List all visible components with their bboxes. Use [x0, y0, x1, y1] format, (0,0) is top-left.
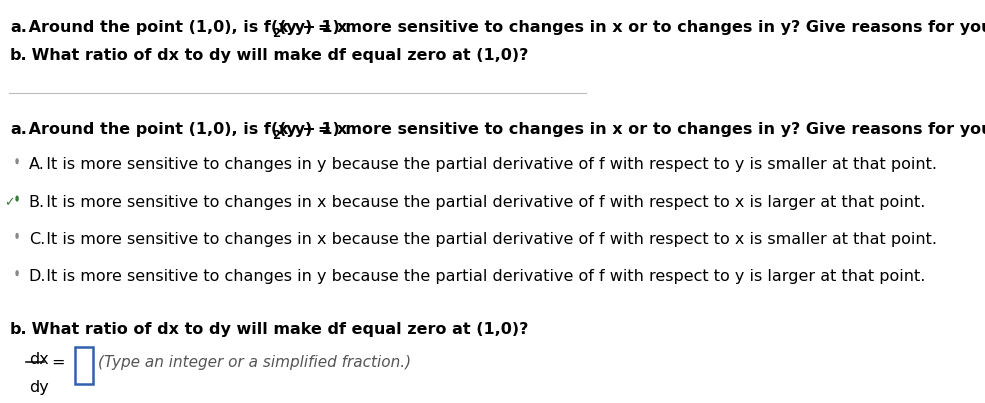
Text: b.: b.: [10, 48, 28, 63]
Text: B.: B.: [29, 195, 45, 210]
Text: C.: C.: [29, 232, 45, 247]
Text: ✓: ✓: [4, 197, 14, 210]
Text: Around the point (1,0), is f(x,y) = x: Around the point (1,0), is f(x,y) = x: [23, 20, 348, 35]
Text: (Type an integer or a simplified fraction.): (Type an integer or a simplified fractio…: [98, 355, 411, 370]
Text: dx: dx: [30, 352, 49, 367]
Text: (y + 1) more sensitive to changes in x or to changes in y? Give reasons for your: (y + 1) more sensitive to changes in x o…: [279, 20, 985, 35]
Text: It is more sensitive to changes in x because the partial derivative of f with re: It is more sensitive to changes in x bec…: [36, 232, 938, 247]
Text: D.: D.: [29, 269, 46, 284]
Text: It is more sensitive to changes in y because the partial derivative of f with re: It is more sensitive to changes in y bec…: [36, 269, 926, 284]
Text: A.: A.: [29, 157, 44, 172]
Text: =: =: [51, 355, 65, 370]
Text: 2: 2: [272, 129, 281, 141]
Text: What ratio of dx to dy will make df equal zero at (1,0)?: What ratio of dx to dy will make df equa…: [27, 322, 529, 337]
Text: dy: dy: [30, 380, 49, 395]
Text: It is more sensitive to changes in x because the partial derivative of f with re: It is more sensitive to changes in x bec…: [36, 195, 926, 210]
Text: a.: a.: [10, 20, 27, 35]
Text: What ratio of dx to dy will make df equal zero at (1,0)?: What ratio of dx to dy will make df equa…: [27, 48, 529, 63]
Text: b.: b.: [10, 322, 28, 337]
FancyBboxPatch shape: [75, 347, 94, 384]
Text: a.: a.: [10, 122, 27, 137]
Text: Around the point (1,0), is f(x,y) = x: Around the point (1,0), is f(x,y) = x: [23, 122, 348, 137]
Text: 2: 2: [272, 27, 281, 39]
Text: (y + 1) more sensitive to changes in x or to changes in y? Give reasons for your: (y + 1) more sensitive to changes in x o…: [279, 122, 985, 137]
Text: It is more sensitive to changes in y because the partial derivative of f with re: It is more sensitive to changes in y bec…: [36, 157, 938, 172]
